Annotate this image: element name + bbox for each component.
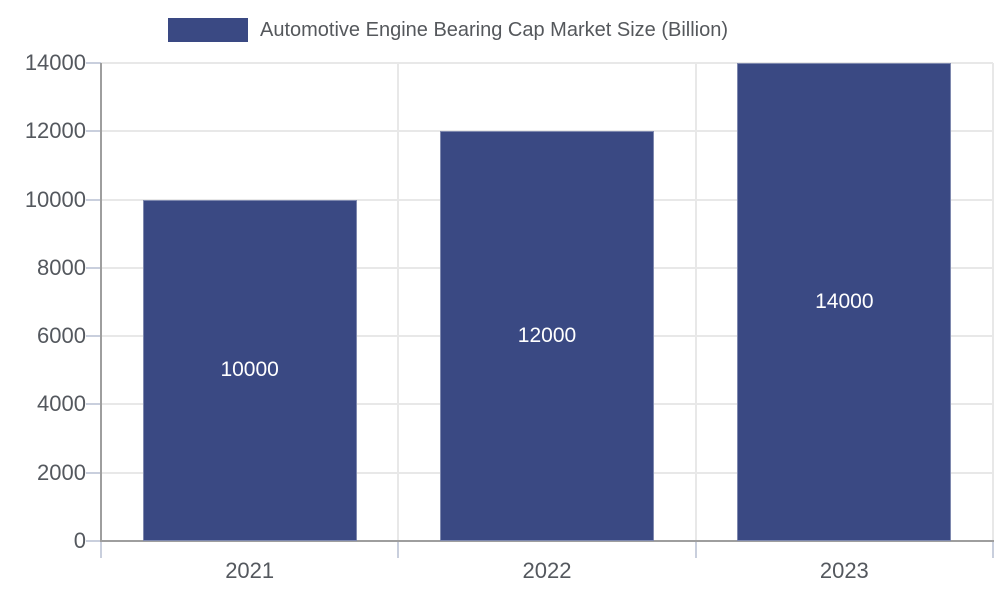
- ytick-mark-14000: [86, 62, 101, 64]
- xtick-mark-3: [992, 542, 994, 558]
- ytick-label-4000: 4000: [37, 391, 86, 417]
- gridline-x-3: [992, 63, 994, 541]
- ytick-mark-0: [86, 540, 101, 542]
- gridline-y-14000: [101, 62, 993, 64]
- ytick-label-10000: 10000: [24, 186, 86, 212]
- legend-label: Automotive Engine Bearing Cap Market Siz…: [260, 18, 728, 41]
- bar-2021[interactable]: [142, 199, 357, 541]
- x-axis-line: [100, 540, 994, 542]
- ytick-mark-12000: [86, 130, 101, 133]
- xtick-label-2023: 2023: [819, 558, 869, 583]
- ytick-mark-2000: [86, 471, 101, 474]
- gridline-x-1: [397, 63, 400, 541]
- xtick-label-2021: 2021: [225, 558, 275, 583]
- bar-value-label-2022: 12000: [517, 324, 577, 348]
- ytick-mark-10000: [86, 198, 101, 201]
- xtick-mark-1: [397, 542, 400, 558]
- ytick-label-14000: 14000: [24, 50, 86, 75]
- xtick-label-2022: 2022: [522, 558, 572, 583]
- ytick-label-0: 0: [73, 528, 86, 553]
- bar-value-label-2021: 10000: [220, 358, 279, 382]
- bar-2023[interactable]: [737, 63, 952, 541]
- ytick-mark-6000: [86, 335, 101, 338]
- bar-2022[interactable]: [440, 131, 654, 541]
- bar-value-label-2023: 14000: [815, 290, 874, 313]
- ytick-label-8000: 8000: [37, 254, 86, 280]
- xtick-mark-0: [100, 542, 102, 558]
- ytick-mark-8000: [86, 266, 101, 269]
- ytick-mark-4000: [86, 403, 101, 406]
- xtick-mark-2: [694, 542, 697, 558]
- legend-swatch: [168, 18, 248, 42]
- ytick-label-12000: 12000: [24, 118, 86, 144]
- gridline-x-2: [694, 63, 697, 541]
- y-axis-line: [100, 63, 102, 541]
- ytick-label-2000: 2000: [37, 459, 86, 485]
- ytick-label-6000: 6000: [37, 323, 86, 349]
- legend[interactable]: Automotive Engine Bearing Cap Market Siz…: [168, 18, 728, 42]
